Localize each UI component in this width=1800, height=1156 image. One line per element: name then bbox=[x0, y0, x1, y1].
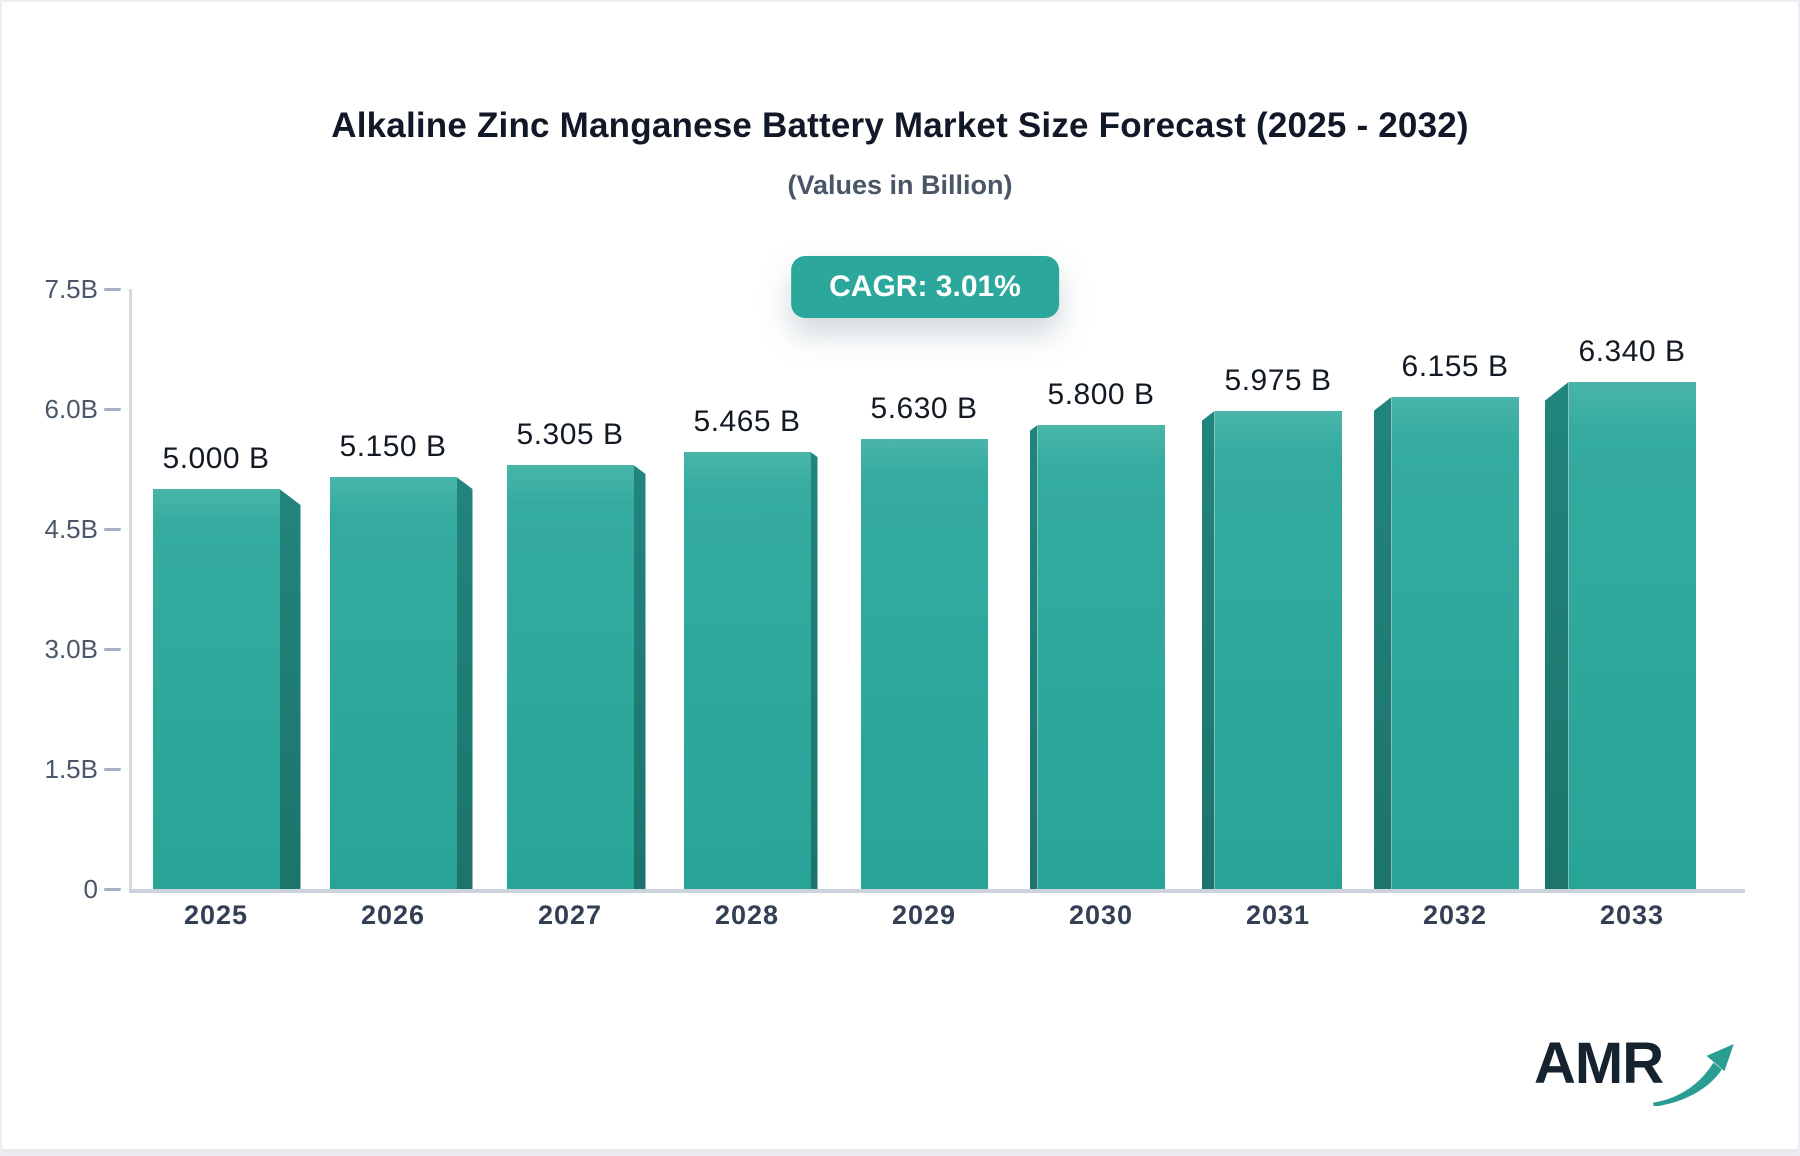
bar-value-label-2030: 5.800 B bbox=[1047, 378, 1155, 411]
bar-side-2032 bbox=[1373, 397, 1392, 889]
y-tick-mark bbox=[104, 288, 121, 291]
bar-side-2031 bbox=[1201, 411, 1215, 889]
y-tick-label-3.0B: 3.0B bbox=[44, 634, 99, 664]
x-axis-line bbox=[129, 889, 1745, 893]
y-tick-label-1.5B: 1.5B bbox=[44, 754, 99, 784]
growth-arrow-icon bbox=[1653, 1043, 1734, 1106]
y-tick-mark bbox=[104, 528, 121, 531]
bar-side-2028 bbox=[810, 452, 818, 889]
y-tick-label-0: 0 bbox=[83, 874, 98, 904]
bar-2027 bbox=[506, 465, 634, 889]
x-axis-label-2030: 2030 bbox=[1068, 900, 1134, 930]
y-tick-mark bbox=[104, 768, 121, 771]
bar-2032 bbox=[1391, 397, 1519, 889]
cagr-badge-label: CAGR: 3.01% bbox=[829, 270, 1021, 303]
bar-value-label-2031: 5.975 B bbox=[1224, 364, 1332, 397]
y-tick-label-7.5B: 7.5B bbox=[44, 274, 99, 304]
bar-2025 bbox=[152, 489, 280, 889]
x-axis-label-2033: 2033 bbox=[1599, 900, 1665, 930]
y-tick-mark bbox=[104, 408, 121, 411]
bar-2028 bbox=[683, 452, 811, 889]
cagr-badge: CAGR: 3.01% bbox=[791, 256, 1059, 318]
x-axis-label-2027: 2027 bbox=[537, 900, 603, 930]
x-axis-label-2029: 2029 bbox=[891, 900, 957, 930]
bar-side-2025 bbox=[279, 489, 301, 889]
bar-value-label-2025: 5.000 B bbox=[162, 442, 270, 475]
bar-side-2026 bbox=[456, 477, 473, 889]
bar-2026 bbox=[329, 477, 457, 889]
amr-logo-text: AMR bbox=[1534, 1031, 1664, 1096]
bar-2031 bbox=[1214, 411, 1342, 889]
bar-value-label-2033: 6.340 B bbox=[1578, 335, 1686, 368]
bar-2030 bbox=[1037, 425, 1165, 889]
bar-value-label-2029: 5.630 B bbox=[870, 392, 978, 425]
y-tick-mark bbox=[104, 648, 121, 651]
chart-title: Alkaline Zinc Manganese Battery Market S… bbox=[331, 106, 1469, 145]
amr-logo: AMR bbox=[1534, 1032, 1737, 1106]
y-axis-line bbox=[129, 289, 132, 893]
bar-value-label-2028: 5.465 B bbox=[693, 405, 801, 438]
bar-2033 bbox=[1568, 382, 1696, 889]
y-tick-mark bbox=[104, 888, 121, 891]
y-tick-label-6.0B: 6.0B bbox=[44, 394, 99, 424]
bar-side-2027 bbox=[633, 465, 646, 889]
bar-side-2033 bbox=[1544, 382, 1569, 889]
x-axis-label-2026: 2026 bbox=[360, 900, 426, 930]
x-axis-label-2031: 2031 bbox=[1245, 900, 1311, 930]
bar-value-label-2026: 5.150 B bbox=[339, 430, 447, 463]
x-axis-label-2025: 2025 bbox=[183, 900, 249, 930]
x-axis-label-2032: 2032 bbox=[1422, 900, 1488, 930]
y-tick-label-4.5B: 4.5B bbox=[44, 514, 99, 544]
bar-value-label-2027: 5.305 B bbox=[516, 418, 624, 451]
bar-value-label-2032: 6.155 B bbox=[1401, 350, 1509, 383]
bar-2029 bbox=[860, 439, 988, 889]
x-axis-label-2028: 2028 bbox=[714, 900, 780, 930]
chart-subtitle: (Values in Billion) bbox=[787, 170, 1013, 200]
bar-side-2030 bbox=[1029, 425, 1038, 889]
